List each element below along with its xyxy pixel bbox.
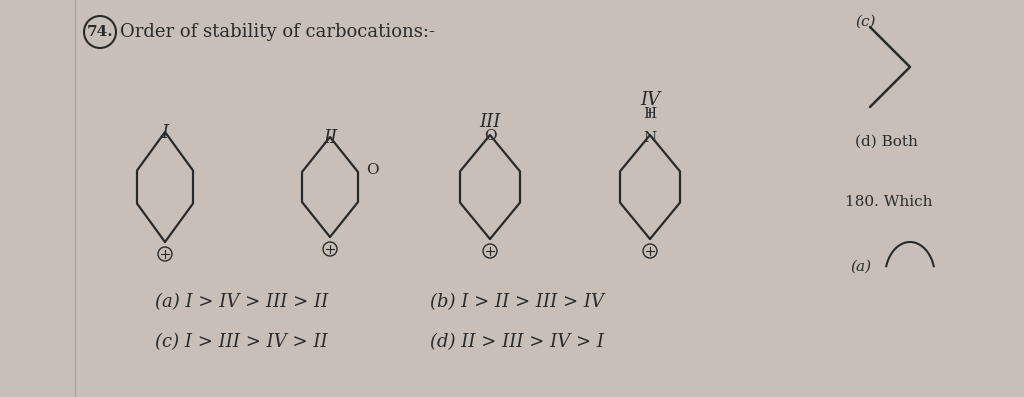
Text: I: I (162, 124, 169, 142)
Text: (a) I > IV > III > II: (a) I > IV > III > II (155, 293, 329, 311)
Text: O: O (366, 163, 379, 177)
Text: (d) II > III > IV > I: (d) II > III > IV > I (430, 333, 604, 351)
Text: (a): (a) (850, 260, 871, 274)
Text: N: N (643, 131, 656, 145)
Text: (b) I > II > III > IV: (b) I > II > III > IV (430, 293, 604, 311)
Text: (d) Both: (d) Both (855, 135, 918, 149)
Text: 180. Which: 180. Which (845, 195, 933, 209)
Text: IV: IV (640, 91, 660, 109)
Text: Order of stability of carbocations:-: Order of stability of carbocations:- (120, 23, 435, 41)
Text: (c): (c) (855, 15, 876, 29)
Text: (c) I > III > IV > II: (c) I > III > IV > II (155, 333, 328, 351)
Text: II: II (323, 129, 337, 147)
Text: 74.: 74. (87, 25, 114, 39)
Text: III: III (479, 113, 501, 131)
Text: O: O (483, 129, 497, 143)
Text: H: H (643, 107, 656, 121)
